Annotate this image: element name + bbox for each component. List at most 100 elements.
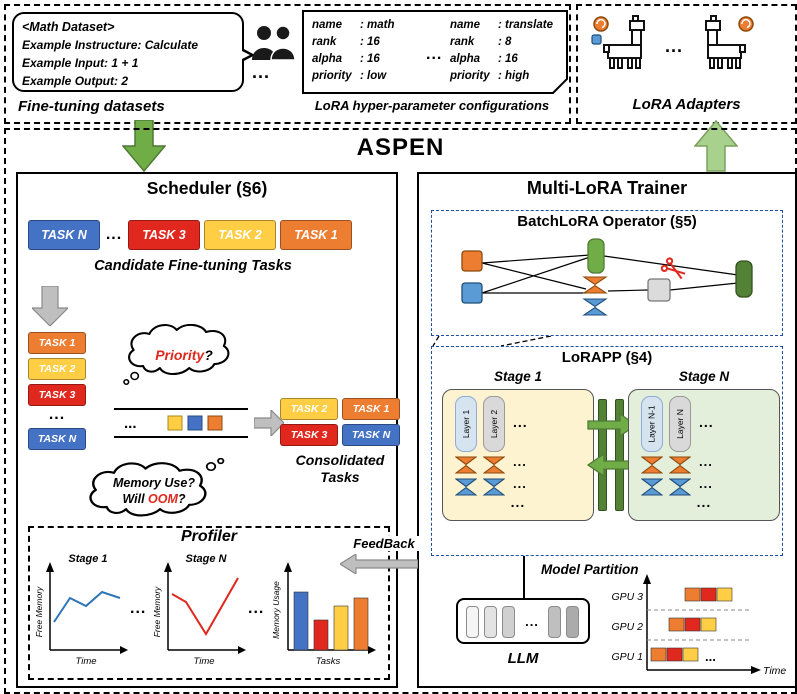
batchlora-panel: BatchLoRA Operator (§5) <box>431 210 783 336</box>
svg-text:Time: Time <box>193 656 214 667</box>
config-value: : 16 <box>360 36 380 48</box>
aspen-panel: ASPEN Scheduler (§6) TASK N ... TASK 3 T… <box>4 128 797 694</box>
svg-text:Tasks: Tasks <box>316 656 341 667</box>
dataset-line-3: Example Output: 2 <box>22 74 129 88</box>
memory-mark: ? <box>177 492 186 506</box>
memory-will: Will <box>122 492 145 506</box>
llama-adapter-icon <box>705 15 754 69</box>
lora-adapter-icon-orange <box>483 456 505 474</box>
config-key: name <box>450 19 481 31</box>
gpu-ellipsis: ... <box>705 649 716 664</box>
config-key: priority <box>312 70 352 82</box>
stageN-box: Layer N-1 Layer N ... ... ... ... <box>628 389 780 521</box>
svg-text:Stage N: Stage N <box>186 553 228 565</box>
lora-adapter-icon-orange <box>582 276 608 294</box>
priority-mark: ? <box>204 347 213 363</box>
adapters-row-ellipsis: ... <box>513 454 527 469</box>
task-block: TASK 2 <box>28 358 86 380</box>
scheduler-panel: Scheduler (§6) TASK N ... TASK 3 TASK 2 … <box>16 172 400 688</box>
lora-adapter-icon-blue <box>455 478 477 496</box>
svg-text:Free Memory: Free Memory <box>34 586 44 637</box>
config-value: : 16 <box>498 53 518 65</box>
lorapp-title: LoRAPP (§4) <box>561 349 653 366</box>
svg-text:GPU 2: GPU 2 <box>611 621 643 633</box>
llm-layer-pill <box>548 606 561 638</box>
feedback-arrow <box>340 554 418 574</box>
feedback-label: FeedBack <box>342 536 426 551</box>
scheduler-title: Scheduler (§6) <box>146 178 268 198</box>
config-key: alpha <box>312 53 343 65</box>
trainer-title: Multi-LoRA Trainer <box>526 178 688 198</box>
adapters-row-ellipsis: ... <box>513 476 527 491</box>
layer-label: Layer N <box>675 409 686 439</box>
profiler-panel: Profiler Stage 1 Free Memory Time ... St… <box>28 526 390 680</box>
tasks-ellipsis: ... <box>105 226 123 243</box>
svg-text:Memory Usage: Memory Usage <box>271 581 281 639</box>
dataset-line-2: Example Input: 1 + 1 <box>22 56 139 70</box>
batchlora-operator-graph <box>461 238 753 316</box>
svg-text:Time: Time <box>763 665 786 677</box>
task-block: TASK N <box>28 428 86 450</box>
llm-layer-pill <box>466 606 479 638</box>
adapters-ellipsis: ... <box>664 36 683 56</box>
thought-cloud-shape <box>89 457 225 517</box>
memory-cloud: Memory Use? Will OOM? <box>80 457 228 524</box>
scheduler-down-arrow <box>32 286 68 326</box>
stage1-memory-chart: Stage 1 Free Memory Time <box>34 553 128 667</box>
adapters-caption: LoRA Adapters <box>632 96 741 113</box>
config-card: name : math rank : 16 alpha : 16 priority : … <box>302 10 568 94</box>
config-caption: LoRA hyper-parameter configurations <box>314 98 550 113</box>
queue-ellipsis: ... <box>48 406 66 423</box>
dataset-speech-bubble: <Math Dataset> Example Instructure: Calc… <box>12 12 255 92</box>
lora-adapter-icon-blue <box>669 478 691 496</box>
flow-down-arrow <box>122 120 166 172</box>
thought-cloud-shape <box>123 324 230 385</box>
lora-adapter-icon-orange <box>669 456 691 474</box>
stage1-box: Layer 1 Layer 2 ... ... ... ... <box>442 389 594 521</box>
memory-usage-bar-chart: Memory Usage Tasks <box>271 562 376 667</box>
model-partition-label: Model Partition <box>541 562 639 577</box>
pipeline-transfer-arrows <box>586 412 638 478</box>
task-block: TASK 2 <box>204 220 276 250</box>
profiler-ellipsis: ... <box>130 600 147 617</box>
track-ellipsis: ... <box>124 415 137 432</box>
profiler-title: Profiler <box>180 528 237 545</box>
llm-ellipsis: ... <box>525 614 539 629</box>
memory-line-1: Memory Use? <box>113 476 195 490</box>
task-block: TASK 1 <box>342 398 400 420</box>
candidates-caption: Candidate Fine-tuning Tasks <box>94 258 292 274</box>
llm-layer-pill <box>484 606 497 638</box>
lora-adapter-icon-orange <box>641 456 663 474</box>
lora-adapter-icon-orange <box>455 456 477 474</box>
gpu-pipeline-chart: GPU 3 GPU 2 GPU 1 ... Time <box>611 574 786 677</box>
stage1-label: Stage 1 <box>493 369 543 384</box>
svg-text:GPU 1: GPU 1 <box>611 651 643 663</box>
layer-label: Layer 1 <box>461 409 472 439</box>
lorapp-panel: LoRAPP (§4) Stage 1 Stage N Layer 1 Laye… <box>431 346 783 556</box>
stage-bottom-ellipsis: ... <box>696 494 712 510</box>
svg-text:Time: Time <box>75 656 96 667</box>
layers-ellipsis: ... <box>699 414 714 430</box>
llm-label: LLM <box>507 650 539 667</box>
pipeline-buffer-bar <box>615 399 624 511</box>
layer-pill: Layer 1 <box>455 396 477 452</box>
config-key: alpha <box>450 53 481 65</box>
config-key: rank <box>450 36 475 48</box>
aspen-title: ASPEN <box>356 134 445 161</box>
task-queue-track: ... <box>114 408 248 438</box>
task-block: TASK 1 <box>280 220 352 250</box>
task-block: TASK 1 <box>28 332 86 354</box>
adapters-row-ellipsis: ... <box>699 476 713 491</box>
profiler-ellipsis: ... <box>248 600 265 617</box>
llama-adapter-icon <box>591 15 645 69</box>
stage-bottom-ellipsis: ... <box>510 494 526 510</box>
priority-word: Priority <box>155 347 205 363</box>
stageN-memory-chart: Stage N Free Memory Time <box>152 553 246 667</box>
task-block: TASK 3 <box>28 384 86 406</box>
task-block: TASK 2 <box>280 398 338 420</box>
config-value: : 8 <box>498 36 512 48</box>
task-block: TASK N <box>28 220 100 250</box>
partition-connector-line <box>523 556 525 598</box>
config-value: : math <box>360 19 395 31</box>
layer-label: Layer 2 <box>489 409 500 439</box>
